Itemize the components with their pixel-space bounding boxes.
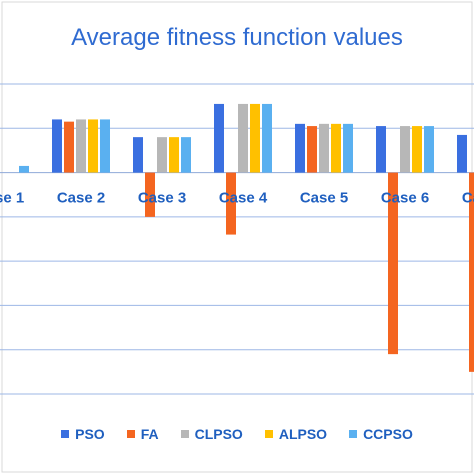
bar-fa-case-3 [145, 172, 155, 217]
legend-item-pso: PSO [61, 426, 105, 442]
legend-label: FA [140, 426, 159, 442]
bar-ccpso-case-6 [424, 126, 434, 173]
bar-ccpso-case-1 [19, 165, 29, 173]
x-tick-label: Case 3 [138, 190, 186, 207]
bar-ccpso-case-2 [100, 119, 110, 173]
bar-clpso-case-5 [319, 123, 329, 173]
legend-swatch [349, 430, 358, 438]
legend-label: ALPSO [278, 426, 328, 442]
x-tick-label: Case 4 [219, 190, 268, 207]
bar-pso-case-3 [133, 137, 143, 173]
x-tick-label: Case 2 [57, 190, 105, 207]
bar-clpso-case-6 [400, 126, 410, 173]
legend-label: CCPSO [363, 426, 413, 442]
bar-fa-case-7 [469, 172, 474, 372]
legend-item-fa: FA [126, 426, 159, 442]
bar-alpso-case-3 [169, 137, 179, 173]
legend-item-alpso: ALPSO [264, 426, 328, 442]
x-tick-label: Case 1 [0, 190, 24, 207]
bar-alpso-case-2 [88, 119, 98, 173]
chart-legend: PSO FA CLPSO ALPSO CCPSO [0, 426, 474, 442]
x-tick-label: Case 6 [381, 190, 429, 207]
bar-pso-case-4 [214, 103, 224, 173]
bar-pso-case-6 [376, 126, 386, 173]
x-tick-label: Case 5 [300, 190, 348, 207]
legend-swatch [61, 430, 70, 438]
bar-fa-case-2 [64, 121, 74, 173]
bar-alpso-case-5 [331, 123, 341, 173]
bar-fa-case-6 [388, 172, 398, 355]
chart-title: Average fitness function values [71, 24, 403, 51]
bar-pso-case-5 [295, 123, 305, 173]
bar-alpso-case-6 [412, 126, 422, 173]
bar-ccpso-case-4 [262, 103, 272, 173]
legend-swatch [180, 430, 189, 438]
bar-pso-case-2 [52, 119, 62, 173]
legend-item-clpso: CLPSO [180, 426, 243, 442]
bar-pso-case-7 [457, 134, 467, 173]
legend-label: CLPSO [194, 426, 243, 442]
bar-fa-case-4 [226, 172, 236, 235]
bar-clpso-case-4 [238, 103, 248, 173]
legend-label: PSO [75, 426, 105, 442]
x-tick-label: Case 7 [462, 190, 474, 207]
bar-ccpso-case-5 [343, 123, 353, 173]
bar-fa-case-5 [307, 126, 317, 173]
bar-alpso-case-4 [250, 103, 260, 173]
legend-swatch [126, 430, 135, 438]
bar-ccpso-case-3 [181, 137, 191, 173]
bar-clpso-case-2 [76, 119, 86, 173]
legend-swatch [264, 430, 273, 438]
legend-item-ccpso: CCPSO [349, 426, 413, 442]
bar-clpso-case-3 [157, 137, 167, 173]
